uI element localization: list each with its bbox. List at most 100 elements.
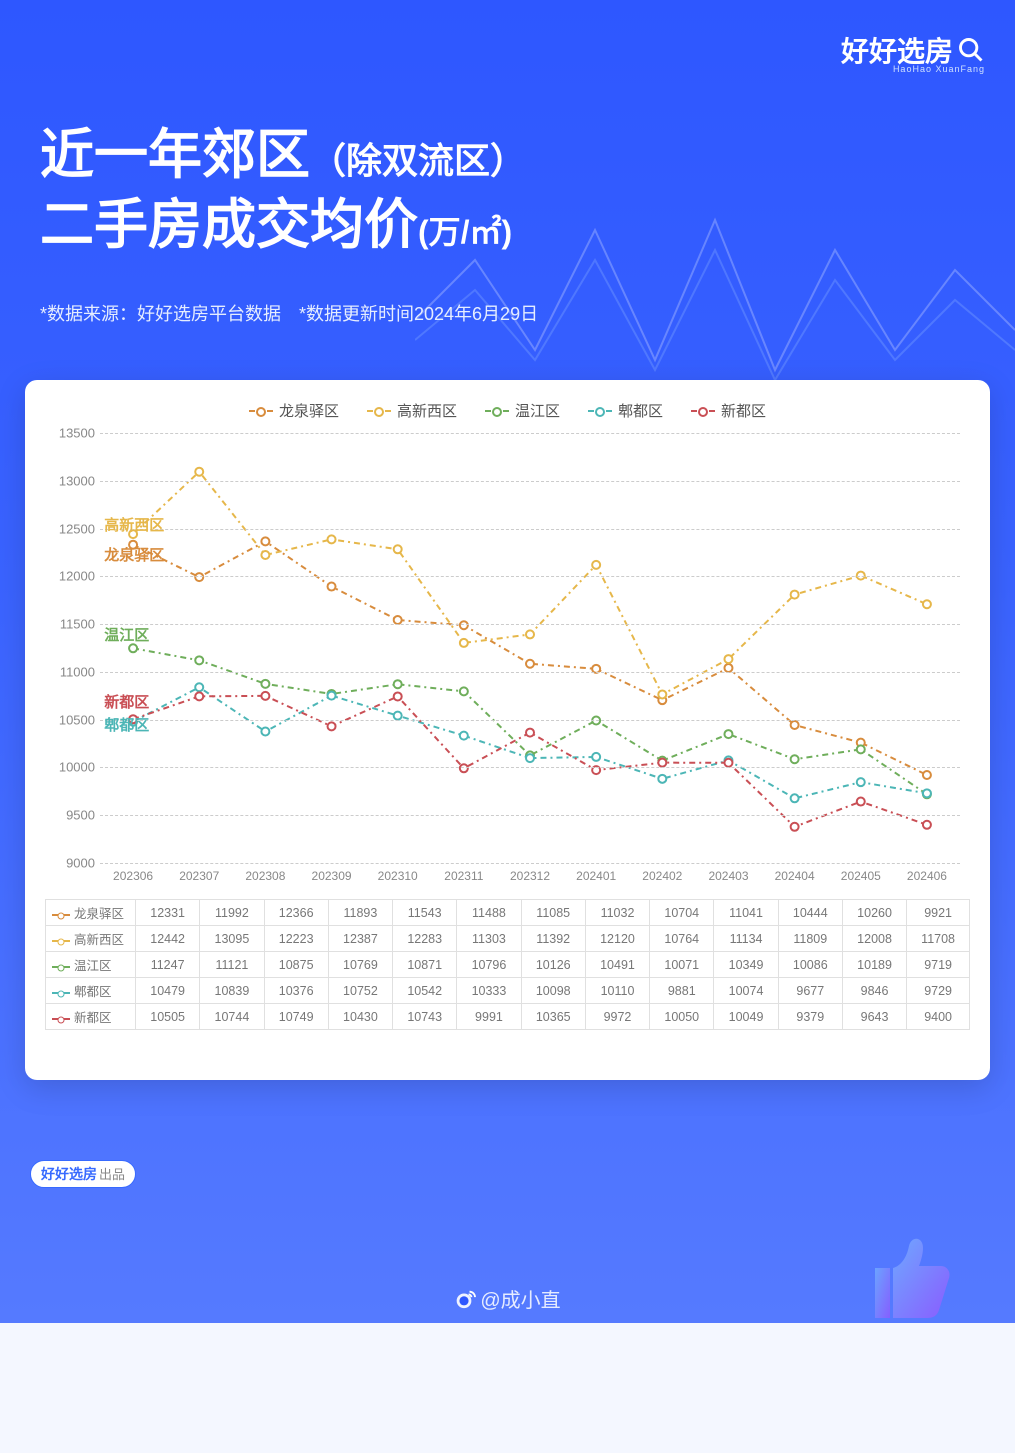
series-inline-label: 龙泉驿区 [104,544,164,565]
y-tick-label: 12000 [45,569,95,584]
title-line2-main: 二手房成交均价 [40,195,418,255]
grid-line [100,529,960,530]
x-tick-label: 202402 [629,869,695,883]
table-cell: 9972 [585,1004,649,1030]
legend-label: 高新西区 [397,400,457,421]
table-row: 郫都区1047910839103761075210542103331009810… [46,978,970,1004]
data-marker [923,600,931,608]
table-cell: 11992 [200,900,264,926]
legend-label: 龙泉驿区 [279,400,339,421]
grid-line [100,815,960,816]
table-cell: 10071 [650,952,714,978]
data-marker [724,730,732,738]
series-line [133,648,927,794]
legend-item: 龙泉驿区 [249,400,339,421]
table-cell: 10479 [136,978,200,1004]
data-marker [857,745,865,753]
data-marker [526,754,534,762]
data-marker [460,687,468,695]
table-cell: 10074 [714,978,778,1004]
data-marker [195,468,203,476]
data-marker [923,789,931,797]
data-marker [460,621,468,629]
table-row-header: 新都区 [46,1004,136,1030]
x-tick-label: 202306 [100,869,166,883]
table-cell: 12223 [264,926,328,952]
data-marker [526,630,534,638]
badge-text: 好好选房 [41,1166,97,1182]
grid-line [100,481,960,482]
table-cell: 12387 [328,926,392,952]
data-marker [592,753,600,761]
data-marker [195,683,203,691]
table-cell: 11488 [457,900,521,926]
table-cell: 12442 [136,926,200,952]
data-marker [328,692,336,700]
data-marker [857,798,865,806]
legend-swatch [691,410,715,412]
table-cell: 11041 [714,900,778,926]
table-cell: 11303 [457,926,521,952]
search-icon [957,36,985,64]
table-cell: 10769 [328,952,392,978]
table-cell: 11121 [200,952,264,978]
table-cell: 10086 [778,952,842,978]
data-marker [658,759,666,767]
chart-legend: 龙泉驿区高新西区温江区郫都区新都区 [45,400,970,421]
x-tick-label: 202403 [695,869,761,883]
data-marker [724,655,732,663]
badge-suffix: 出品 [99,1167,125,1182]
table-row-header: 高新西区 [46,926,136,952]
table-cell: 13095 [200,926,264,952]
data-marker [328,535,336,543]
data-marker [261,537,269,545]
table-cell: 9643 [842,1004,906,1030]
x-tick-label: 202307 [166,869,232,883]
bottom-strip [0,1323,1015,1453]
data-marker [460,639,468,647]
legend-item: 新都区 [691,400,766,421]
thumbs-up-icon [845,1213,965,1333]
series-inline-label: 新都区 [104,691,149,712]
x-tick-label: 202312 [497,869,563,883]
legend-swatch [249,410,273,412]
series-inline-label: 温江区 [104,624,149,645]
data-marker [526,729,534,737]
producer-badge: 好好选房出品 [30,1160,136,1188]
table-cell: 10365 [521,1004,585,1030]
table-cell: 11893 [328,900,392,926]
table-cell: 10764 [650,926,714,952]
table-cell: 10126 [521,952,585,978]
table-row-header: 龙泉驿区 [46,900,136,926]
table-cell: 11809 [778,926,842,952]
data-marker [394,692,402,700]
table-cell: 10110 [585,978,649,1004]
data-marker [791,721,799,729]
table-cell: 11134 [714,926,778,952]
x-tick-label: 202406 [894,869,960,883]
table-cell: 11032 [585,900,649,926]
data-marker [791,823,799,831]
x-tick-label: 202404 [762,869,828,883]
x-tick-label: 202309 [298,869,364,883]
table-row: 温江区1124711121108751076910871107961012610… [46,952,970,978]
grid-line [100,767,960,768]
grid-line [100,624,960,625]
table-cell: 9719 [907,952,970,978]
title-unit: (万/㎡) [418,214,512,250]
table-cell: 11543 [393,900,457,926]
chart-card: 龙泉驿区高新西区温江区郫都区新都区 9000950010000105001100… [25,380,990,1080]
data-marker [724,664,732,672]
data-marker [923,771,931,779]
data-marker [129,644,137,652]
y-tick-label: 13000 [45,473,95,488]
title-line1-sub: （除双流区） [310,140,526,181]
table-cell: 10752 [328,978,392,1004]
data-marker [261,692,269,700]
table-cell: 10050 [650,1004,714,1030]
table-cell: 10505 [136,1004,200,1030]
table-cell: 11392 [521,926,585,952]
data-marker [592,561,600,569]
series-line [133,687,927,798]
y-tick-label: 12500 [45,521,95,536]
